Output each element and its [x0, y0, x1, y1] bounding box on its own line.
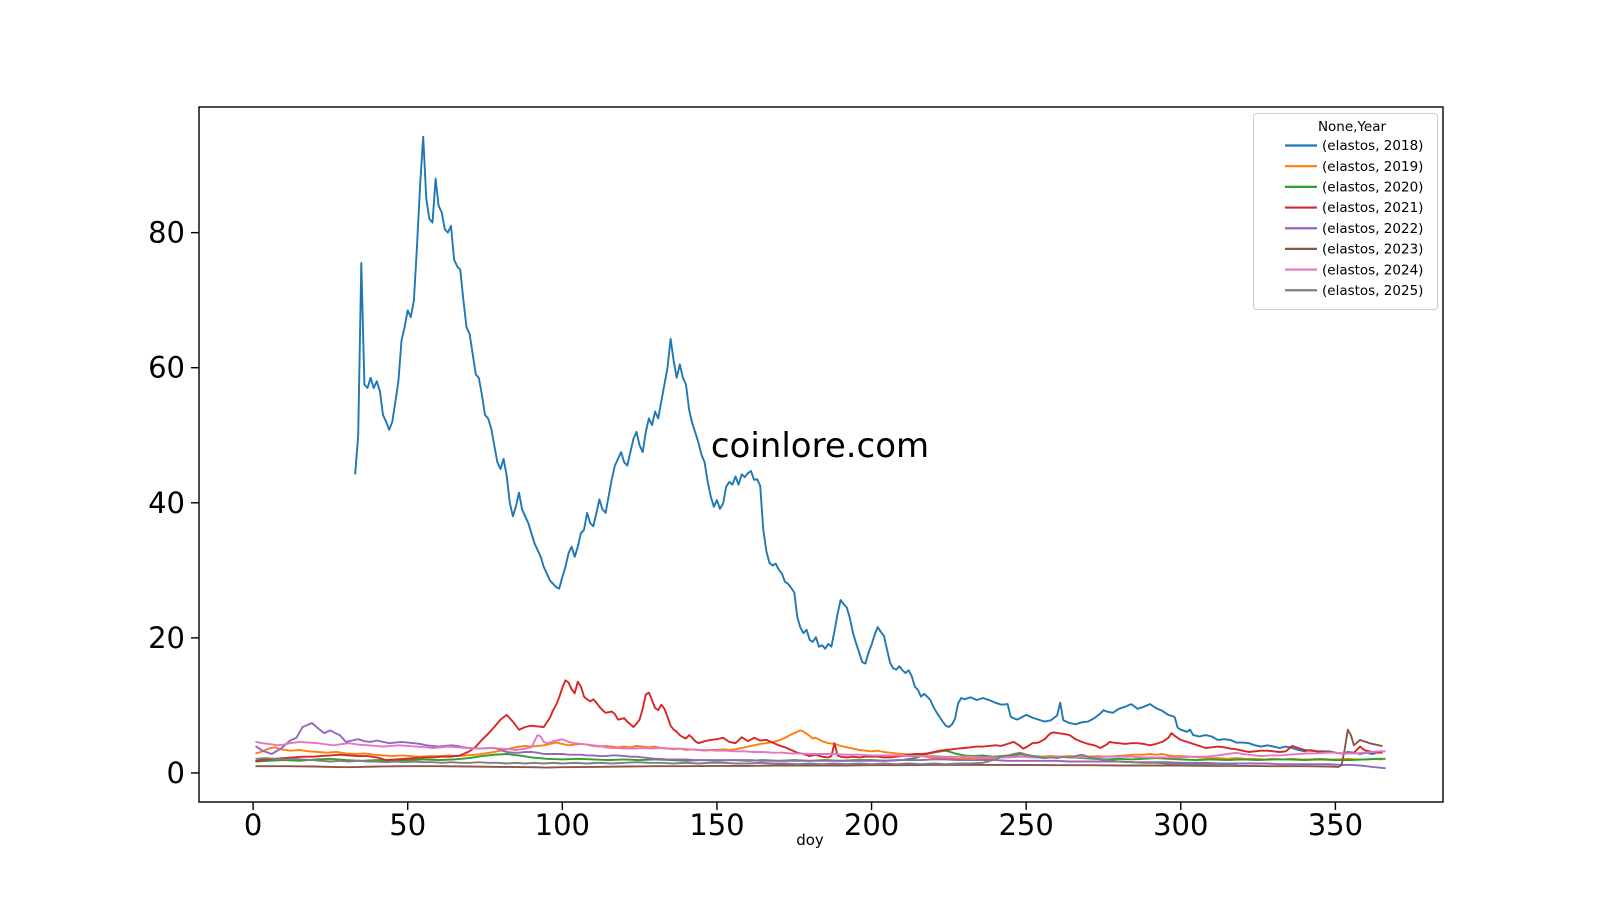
y-tick-label: 60 [148, 351, 185, 385]
legend-entry-label: (elastos, 2024) [1322, 262, 1423, 278]
series-lines [255, 135, 1386, 770]
legend-entry-label: (elastos, 2020) [1322, 180, 1423, 196]
x-tick-label: 100 [535, 808, 590, 842]
axis-ticks: 0 50 100 150 200 250 300 350 0 20 40 60 80 [148, 216, 1363, 842]
legend: None,Year (elastos, 2018) (elastos, 2019)… [1253, 113, 1438, 310]
legend-entry-label: (elastos, 2021) [1322, 200, 1423, 216]
x-tick-label: 0 [244, 808, 262, 842]
legend-entry-label: (elastos, 2019) [1322, 159, 1423, 175]
x-tick-label: 250 [998, 808, 1053, 842]
x-tick-label: 50 [389, 808, 426, 842]
x-tick-label: 200 [844, 808, 899, 842]
series-line-2018 [354, 135, 1383, 755]
legend-entry-label: (elastos, 2018) [1322, 138, 1423, 154]
series-line-2025 [255, 751, 1238, 766]
legend-title: None,Year [1318, 119, 1387, 135]
y-tick-label: 80 [148, 216, 185, 250]
series-line-2019 [255, 729, 1383, 761]
y-tick-label: 0 [167, 756, 185, 790]
x-axis-label: doy [796, 831, 824, 849]
series-line-2024 [255, 734, 1386, 759]
x-tick-label: 300 [1153, 808, 1208, 842]
x-tick-label: 350 [1308, 808, 1363, 842]
plot-border [198, 106, 1444, 803]
series-line-2021 [255, 679, 1383, 762]
y-tick-label: 40 [148, 486, 185, 520]
legend-entry-label: (elastos, 2022) [1322, 221, 1423, 237]
legend-entry-label: (elastos, 2025) [1322, 283, 1423, 299]
x-tick-label: 150 [689, 808, 744, 842]
legend-entries: (elastos, 2018) (elastos, 2019) (elastos, … [1285, 138, 1423, 299]
legend-entry-label: (elastos, 2023) [1322, 242, 1423, 258]
y-tick-label: 20 [148, 621, 185, 655]
series-line-2023 [255, 728, 1383, 769]
watermark-text: coinlore.com [711, 426, 929, 466]
legend-box [1253, 113, 1438, 310]
